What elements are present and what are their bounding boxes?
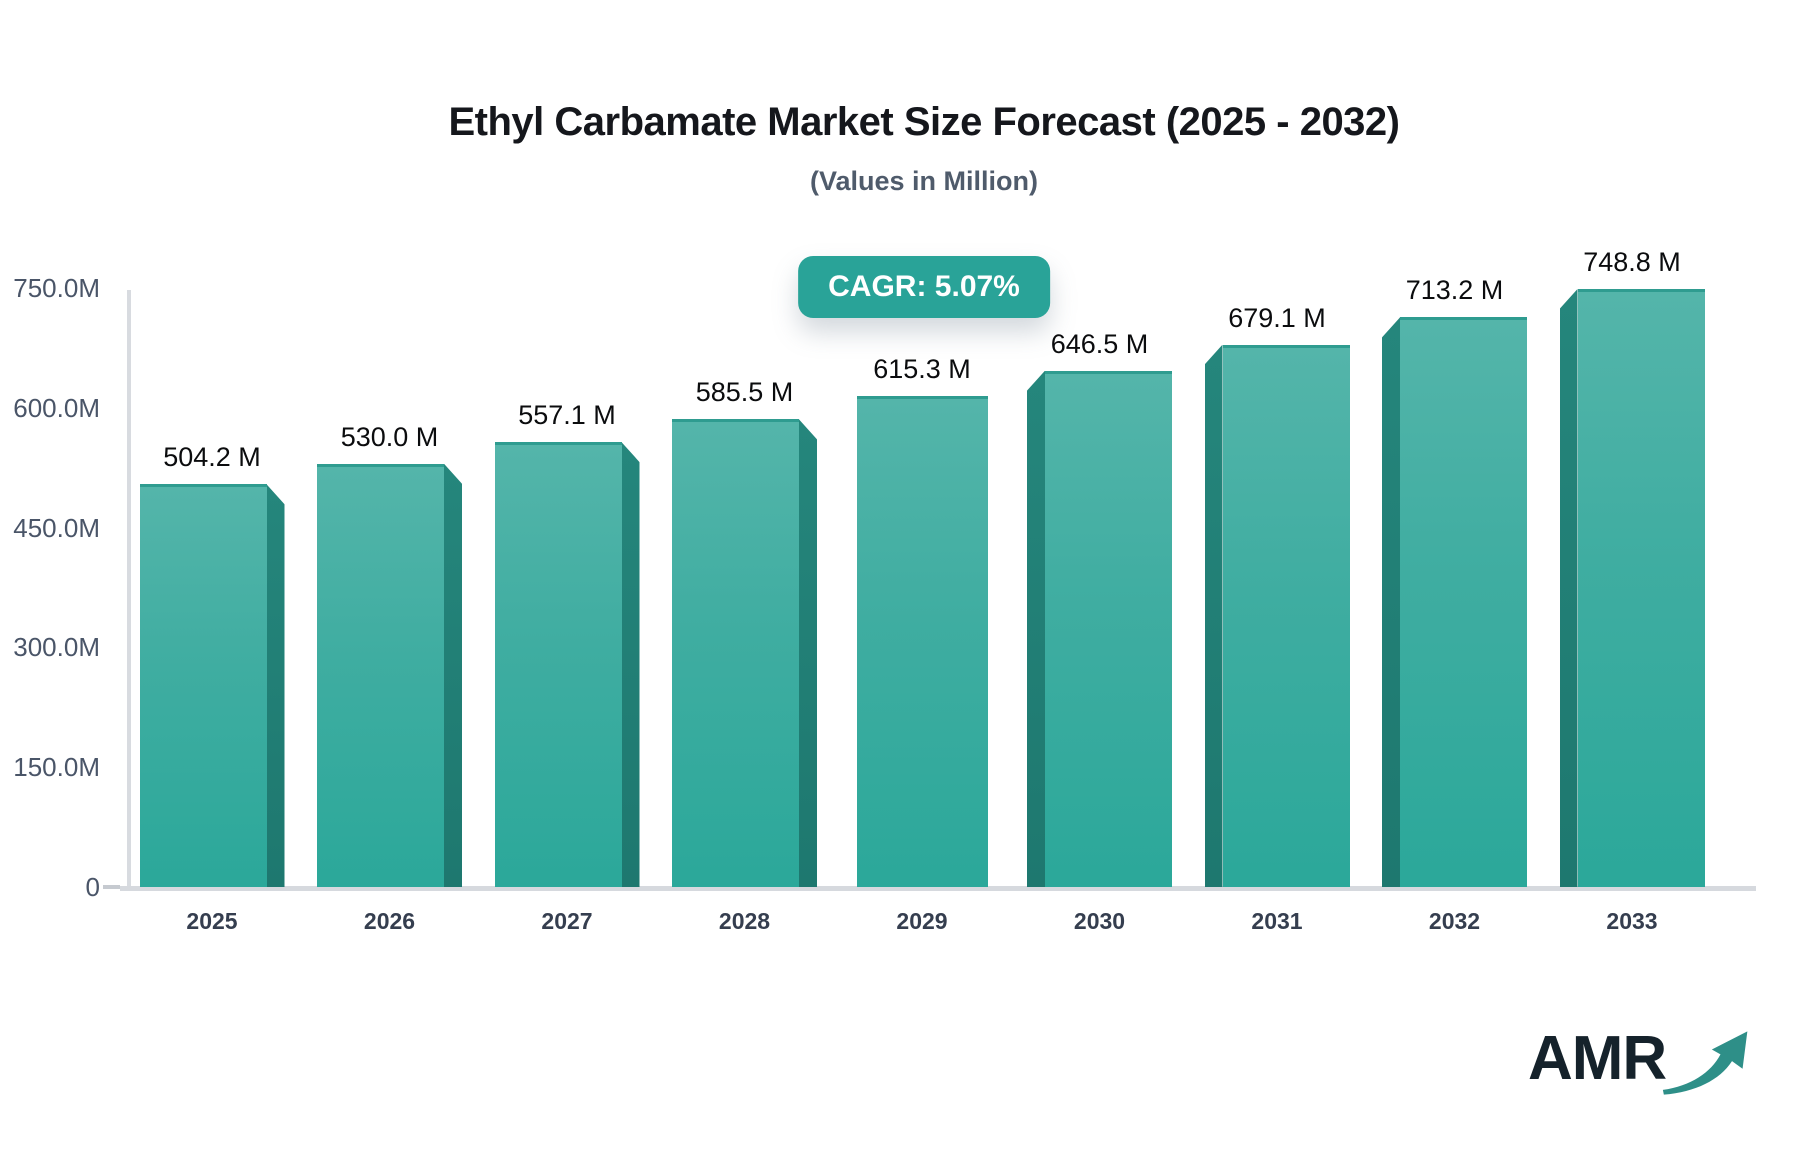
bar-value-label: 748.8 M bbox=[1583, 246, 1681, 277]
bar-2032 bbox=[1382, 317, 1527, 887]
x-tick-label-2029: 2029 bbox=[896, 908, 948, 934]
bar-face bbox=[1045, 370, 1172, 887]
bar-face bbox=[139, 484, 267, 887]
bar-depth-side bbox=[1204, 344, 1223, 887]
y-tick-label: 0 bbox=[85, 872, 100, 902]
bar-2026 bbox=[317, 463, 462, 887]
x-tick-label-2028: 2028 bbox=[718, 908, 771, 934]
y-tick-label: 600.0M bbox=[13, 392, 100, 423]
bar-depth-side bbox=[621, 442, 640, 887]
bar-face bbox=[1222, 344, 1350, 887]
bar-depth-side bbox=[444, 463, 462, 887]
bar-depth-side bbox=[1382, 317, 1400, 887]
amr-logo: AMR bbox=[1528, 1026, 1756, 1098]
bar-value-label: 557.1 M bbox=[518, 400, 616, 431]
bar-face bbox=[1577, 288, 1705, 887]
y-tick-label: 150.0M bbox=[13, 752, 100, 783]
bar-2027 bbox=[494, 442, 640, 887]
bar-value-label: 713.2 M bbox=[1405, 275, 1504, 306]
x-tick-label-2030: 2030 bbox=[1073, 908, 1126, 934]
bar-face bbox=[1400, 317, 1527, 887]
bar-face bbox=[856, 395, 988, 887]
x-axis-line bbox=[120, 886, 1756, 891]
bar-depth-side bbox=[799, 419, 817, 887]
y-axis-line bbox=[127, 290, 131, 890]
bar-face bbox=[494, 442, 622, 887]
y-tick-label: 750.0M bbox=[13, 273, 100, 303]
bar-value-label: 504.2 M bbox=[163, 442, 261, 473]
bar-value-label: 615.3 M bbox=[873, 353, 971, 384]
growth-arrow-icon bbox=[1663, 1031, 1748, 1095]
bar-2025 bbox=[139, 484, 285, 887]
x-tick-label-2027: 2027 bbox=[541, 908, 593, 934]
bar-2031 bbox=[1204, 344, 1350, 887]
bar-face bbox=[672, 419, 799, 887]
x-tick-label-2032: 2032 bbox=[1428, 908, 1481, 934]
x-tick-label-2033: 2033 bbox=[1606, 908, 1658, 934]
x-tick-label-2031: 2031 bbox=[1251, 908, 1303, 934]
bar-value-label: 530.0 M bbox=[340, 421, 439, 452]
y-tick-label: 300.0M bbox=[13, 632, 100, 663]
chart-title: Ethyl Carbamate Market Size Forecast (20… bbox=[448, 100, 1401, 144]
bar-value-label: 585.5 M bbox=[695, 377, 794, 408]
bar-value-label: 646.5 M bbox=[1050, 328, 1149, 359]
x-tick-label-2026: 2026 bbox=[363, 908, 416, 934]
bar-depth-side bbox=[266, 484, 285, 887]
y-tick-label: 450.0M bbox=[13, 512, 100, 543]
bar-face bbox=[317, 463, 444, 887]
bar-depth-side bbox=[1027, 370, 1045, 887]
cagr-badge: CAGR: 5.07% bbox=[798, 256, 1050, 318]
bar-2029 bbox=[850, 395, 995, 887]
bar-depth-side bbox=[1559, 288, 1578, 887]
bar-2030 bbox=[1027, 370, 1172, 887]
bar-2028 bbox=[672, 419, 817, 887]
bar-value-label: 679.1 M bbox=[1228, 302, 1326, 333]
chart-subtitle: (Values in Million) bbox=[809, 166, 1039, 196]
amr-logo-text: AMR bbox=[1528, 1024, 1667, 1093]
zero-tick-mark bbox=[103, 885, 120, 889]
bar-2033 bbox=[1559, 288, 1705, 887]
x-tick-label-2025: 2025 bbox=[186, 908, 238, 934]
